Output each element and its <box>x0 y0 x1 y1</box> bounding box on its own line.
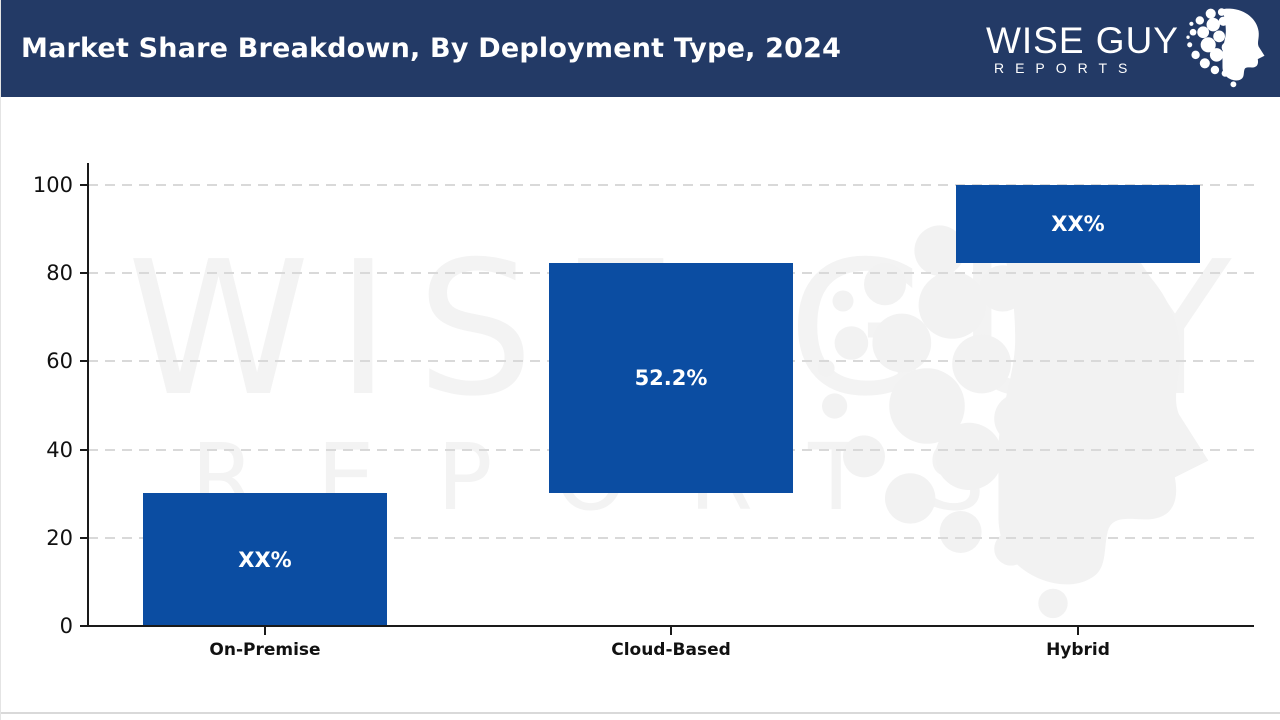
gridline <box>88 184 1254 186</box>
bar-value-label: XX% <box>238 547 292 572</box>
y-tick-mark <box>80 625 88 627</box>
y-tick-label: 20 <box>46 526 73 550</box>
wise-guy-reports-logo: WISE GUY REPORTS <box>986 5 1267 93</box>
axis-layer: 0 20 40 60 80 100 On-Premise Cloud-Based Hybrid <box>1 97 1280 720</box>
frame-bottom-border <box>1 712 1280 714</box>
bar-layer: XX% 52.2% XX% <box>1 97 1280 720</box>
bar: XX% <box>143 493 387 626</box>
y-tick-mark <box>80 184 88 186</box>
x-axis-label: On-Premise <box>209 640 321 660</box>
logo-subtext: REPORTS <box>993 59 1139 76</box>
x-axis-line <box>87 625 1254 627</box>
x-tick-mark <box>670 627 672 635</box>
header-bar: Market Share Breakdown, By Deployment Ty… <box>1 0 1280 97</box>
page-title: Market Share Breakdown, By Deployment Ty… <box>21 33 842 64</box>
y-tick-mark <box>80 360 88 362</box>
y-tick-label: 60 <box>46 349 73 373</box>
bar: 52.2% <box>549 263 793 493</box>
gridline <box>88 537 1254 539</box>
x-axis-label: Cloud-Based <box>611 640 731 660</box>
y-tick-label: 40 <box>46 438 73 462</box>
logo-wordmark: WISE GUY <box>985 19 1179 61</box>
x-tick-mark <box>264 627 266 635</box>
y-tick-label: 0 <box>59 614 73 638</box>
x-tick-mark <box>1077 627 1079 635</box>
dotted-head-profile-icon <box>1186 8 1265 88</box>
y-axis-line <box>87 163 89 627</box>
y-tick-mark <box>80 449 88 451</box>
logo-text: WISE GUY REPORTS <box>985 19 1179 76</box>
y-tick-mark <box>80 272 88 274</box>
y-tick-mark <box>80 537 88 539</box>
bar-value-label: 52.2% <box>634 366 708 390</box>
y-tick-label: 80 <box>46 261 73 285</box>
x-axis-label: Hybrid <box>1046 640 1110 660</box>
chart-area: WISE GUY REPORTS XX%52.2%XX% 02040608010… <box>1 97 1280 720</box>
y-tick-label: 100 <box>32 173 73 197</box>
